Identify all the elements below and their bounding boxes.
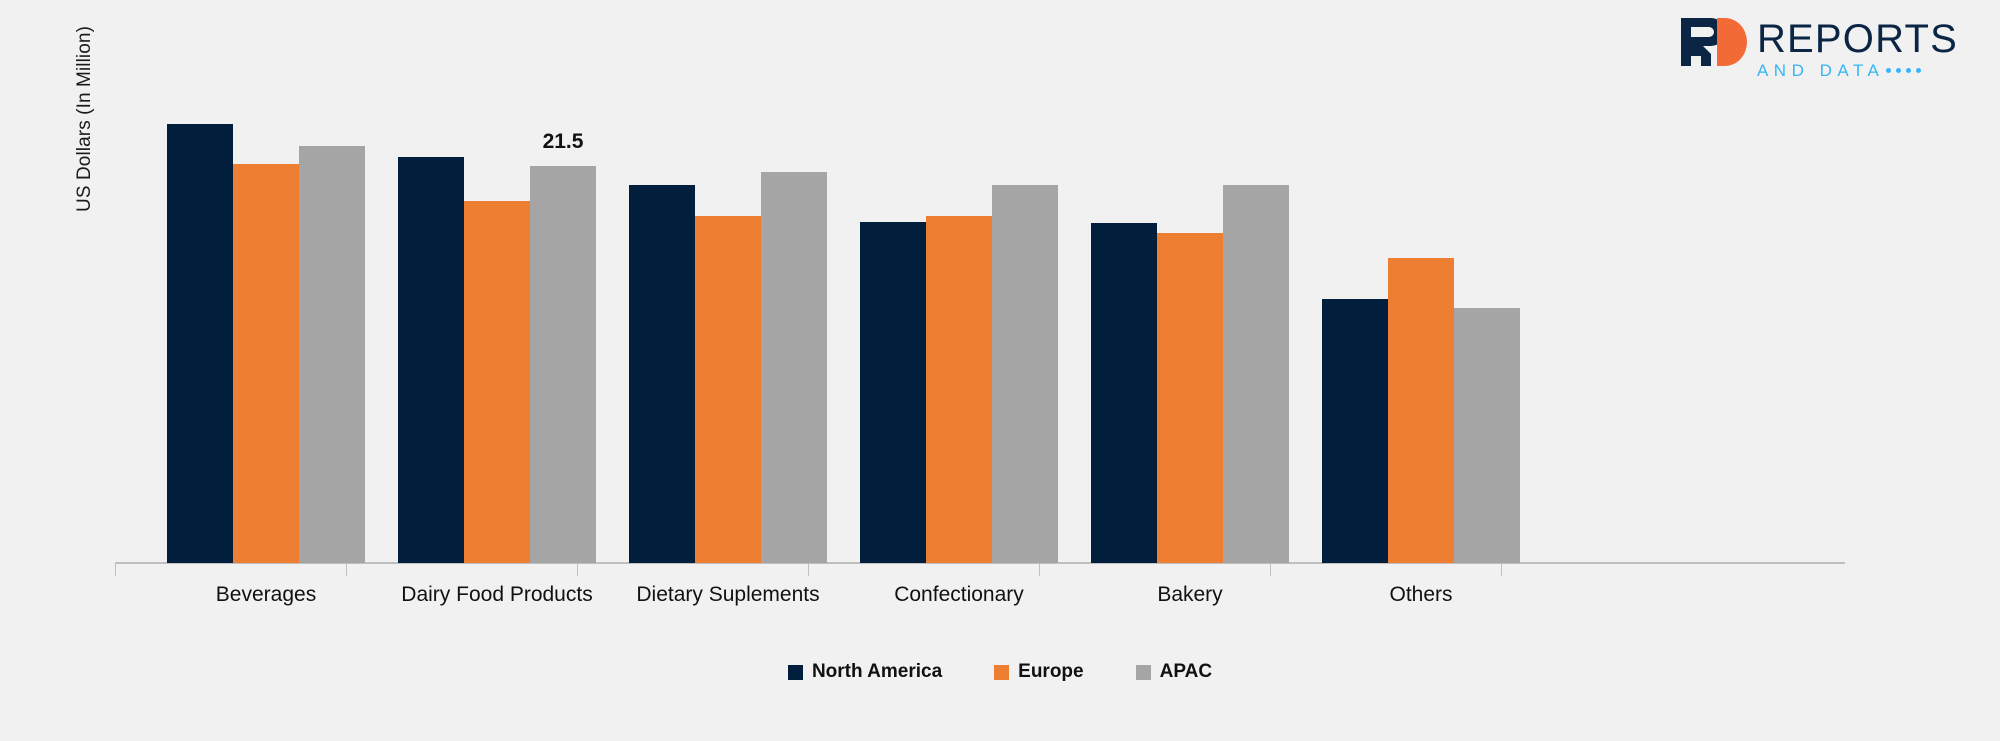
bar[interactable] (926, 215, 992, 563)
x-axis-category-label: Confectionary (894, 583, 1024, 606)
bar[interactable] (398, 156, 464, 563)
bar[interactable] (1454, 308, 1520, 563)
legend-item-north-america[interactable]: North America (787, 661, 943, 683)
bar[interactable] (1157, 232, 1223, 563)
logo-dots-icon (1886, 67, 1922, 73)
axis-tick (577, 564, 578, 576)
x-axis-line (115, 562, 1845, 564)
bar-group (1091, 120, 1289, 563)
bar-value-label: 21.5 (542, 130, 584, 154)
bar[interactable] (1388, 258, 1454, 563)
bar[interactable]: 21.5 (530, 130, 596, 563)
legend-label: APAC (1159, 661, 1213, 682)
legend-item-europe[interactable]: Europe (994, 661, 1084, 683)
axis-tick (115, 564, 116, 576)
legend-label: Europe (1018, 661, 1084, 682)
bar[interactable] (464, 201, 530, 563)
legend-label: North America (811, 661, 943, 682)
logo-tagline-row: AND DATA (1757, 62, 1958, 80)
bar[interactable] (1322, 299, 1388, 563)
x-axis-category-label: Beverages (215, 583, 317, 606)
bar[interactable] (1223, 184, 1289, 563)
bar-group: 21.5 (398, 120, 596, 563)
logo-text: REPORTS AND DATA (1757, 18, 1958, 80)
legend-item-apac[interactable]: APAC (1135, 661, 1213, 683)
axis-tick (346, 564, 347, 576)
bar[interactable] (860, 221, 926, 563)
bar-group (1322, 120, 1520, 563)
bar-group (167, 120, 365, 563)
bar[interactable] (992, 184, 1058, 563)
y-axis-title: US Dollars (In Million) (74, 25, 95, 212)
bar[interactable] (233, 164, 299, 563)
bar-group (860, 120, 1058, 563)
bar[interactable] (1091, 223, 1157, 563)
axis-tick (808, 564, 809, 576)
bar[interactable] (761, 171, 827, 563)
legend-swatch-icon (994, 664, 1010, 680)
bar[interactable] (629, 184, 695, 563)
reports-and-data-logo-icon (1680, 18, 1749, 66)
x-axis-category-label: Bakery (1157, 583, 1223, 606)
chart-legend: North America Europe APAC (0, 661, 2000, 683)
bar[interactable] (167, 123, 233, 563)
axis-tick (1270, 564, 1271, 576)
bar-group (629, 120, 827, 563)
axis-tick (1501, 564, 1502, 576)
legend-swatch-icon (787, 664, 803, 680)
legend-swatch-icon (1135, 664, 1151, 680)
bar[interactable] (299, 145, 365, 563)
brand-logo: REPORTS AND DATA (1680, 18, 1958, 88)
x-axis-category-label: Others (1389, 583, 1453, 606)
x-axis-category-label: Dairy Food Products (401, 583, 593, 606)
logo-tagline: AND DATA (1756, 61, 1885, 80)
bar[interactable] (695, 215, 761, 563)
axis-tick (1039, 564, 1040, 576)
x-axis-category-label: Dietary Suplements (636, 583, 820, 606)
logo-wordmark: REPORTS (1756, 17, 1958, 61)
